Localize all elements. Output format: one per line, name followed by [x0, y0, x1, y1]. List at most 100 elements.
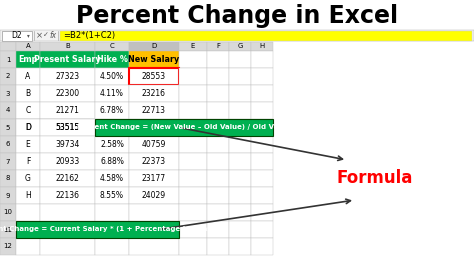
Text: Formula: Formula: [337, 169, 413, 187]
Bar: [95, 187, 129, 204]
Bar: [16, 119, 40, 136]
Text: 8: 8: [6, 176, 10, 182]
Bar: [0, 30, 474, 41]
Bar: [129, 153, 179, 170]
Bar: [251, 102, 273, 119]
Text: A: A: [26, 43, 30, 49]
Bar: [207, 102, 229, 119]
Bar: [95, 51, 129, 68]
Text: D: D: [25, 123, 31, 132]
Bar: [229, 204, 251, 221]
Bar: [207, 42, 229, 51]
Bar: [16, 187, 40, 204]
Bar: [0, 221, 16, 238]
Bar: [229, 102, 251, 119]
Bar: [229, 238, 251, 255]
Text: Percent Change in Excel: Percent Change in Excel: [76, 4, 398, 28]
Bar: [229, 187, 251, 204]
Text: 6: 6: [6, 141, 10, 147]
Text: New Salary: New Salary: [128, 55, 180, 64]
Bar: [179, 170, 207, 187]
Text: 22373: 22373: [142, 157, 166, 166]
Bar: [129, 170, 179, 187]
Bar: [179, 102, 207, 119]
Text: D: D: [151, 43, 156, 49]
Text: fx: fx: [49, 31, 56, 40]
Bar: [179, 42, 207, 51]
Bar: [40, 119, 95, 136]
Bar: [40, 85, 95, 102]
Bar: [129, 204, 179, 221]
Text: Present Salary: Present Salary: [34, 55, 101, 64]
Text: Emp: Emp: [18, 55, 38, 64]
Bar: [207, 204, 229, 221]
Bar: [16, 42, 40, 51]
Bar: [207, 51, 229, 68]
Bar: [16, 85, 40, 102]
Bar: [0, 204, 16, 221]
Bar: [16, 221, 179, 238]
Bar: [179, 187, 207, 204]
Bar: [207, 221, 229, 238]
Text: 21271: 21271: [55, 106, 80, 115]
Bar: [40, 238, 95, 255]
Text: F: F: [26, 157, 30, 166]
Text: D2: D2: [12, 31, 22, 40]
Text: E: E: [191, 43, 195, 49]
Bar: [0, 187, 16, 204]
Text: 1: 1: [6, 57, 10, 63]
Bar: [16, 102, 40, 119]
Bar: [129, 136, 179, 153]
Bar: [251, 68, 273, 85]
Bar: [207, 170, 229, 187]
Bar: [207, 85, 229, 102]
Text: 6.78%: 6.78%: [100, 106, 124, 115]
Text: 11: 11: [3, 227, 12, 233]
Bar: [40, 153, 95, 170]
Bar: [16, 51, 40, 68]
Bar: [95, 170, 129, 187]
Text: 23216: 23216: [142, 89, 166, 98]
Text: E: E: [26, 140, 30, 149]
Bar: [229, 42, 251, 51]
Text: 22713: 22713: [142, 106, 166, 115]
Text: 2.58%: 2.58%: [100, 140, 124, 149]
Text: 39734: 39734: [55, 140, 80, 149]
Text: 4.11%: 4.11%: [100, 89, 124, 98]
Bar: [40, 102, 95, 119]
Text: G: G: [25, 174, 31, 183]
Bar: [95, 85, 129, 102]
Bar: [207, 187, 229, 204]
Bar: [40, 42, 95, 51]
Bar: [16, 238, 40, 255]
Text: Hike %: Hike %: [97, 55, 128, 64]
Bar: [40, 170, 95, 187]
Bar: [179, 136, 207, 153]
Bar: [0, 119, 16, 136]
Bar: [179, 153, 207, 170]
Bar: [251, 238, 273, 255]
Bar: [179, 204, 207, 221]
Bar: [229, 68, 251, 85]
Text: 20933: 20933: [55, 157, 80, 166]
Text: A: A: [26, 72, 31, 81]
Bar: [251, 204, 273, 221]
Text: 5: 5: [6, 124, 10, 130]
Bar: [40, 204, 95, 221]
Text: 4.58%: 4.58%: [100, 174, 124, 183]
Text: ▾: ▾: [27, 33, 30, 38]
Bar: [40, 51, 95, 68]
Bar: [207, 136, 229, 153]
Text: 2: 2: [6, 73, 10, 79]
Bar: [16, 119, 40, 136]
Text: Percent Change = Current Salary * (1 + Percentage Increase): Percent Change = Current Salary * (1 + P…: [0, 227, 219, 233]
Text: 27323: 27323: [55, 72, 80, 81]
Bar: [16, 136, 40, 153]
Bar: [229, 170, 251, 187]
Text: 28553: 28553: [142, 72, 166, 81]
Text: 24029: 24029: [142, 191, 166, 200]
Bar: [251, 85, 273, 102]
Text: Percent Change = (New Value – Old Value) / Old Value: Percent Change = (New Value – Old Value)…: [77, 124, 291, 130]
Bar: [251, 42, 273, 51]
Bar: [179, 51, 207, 68]
